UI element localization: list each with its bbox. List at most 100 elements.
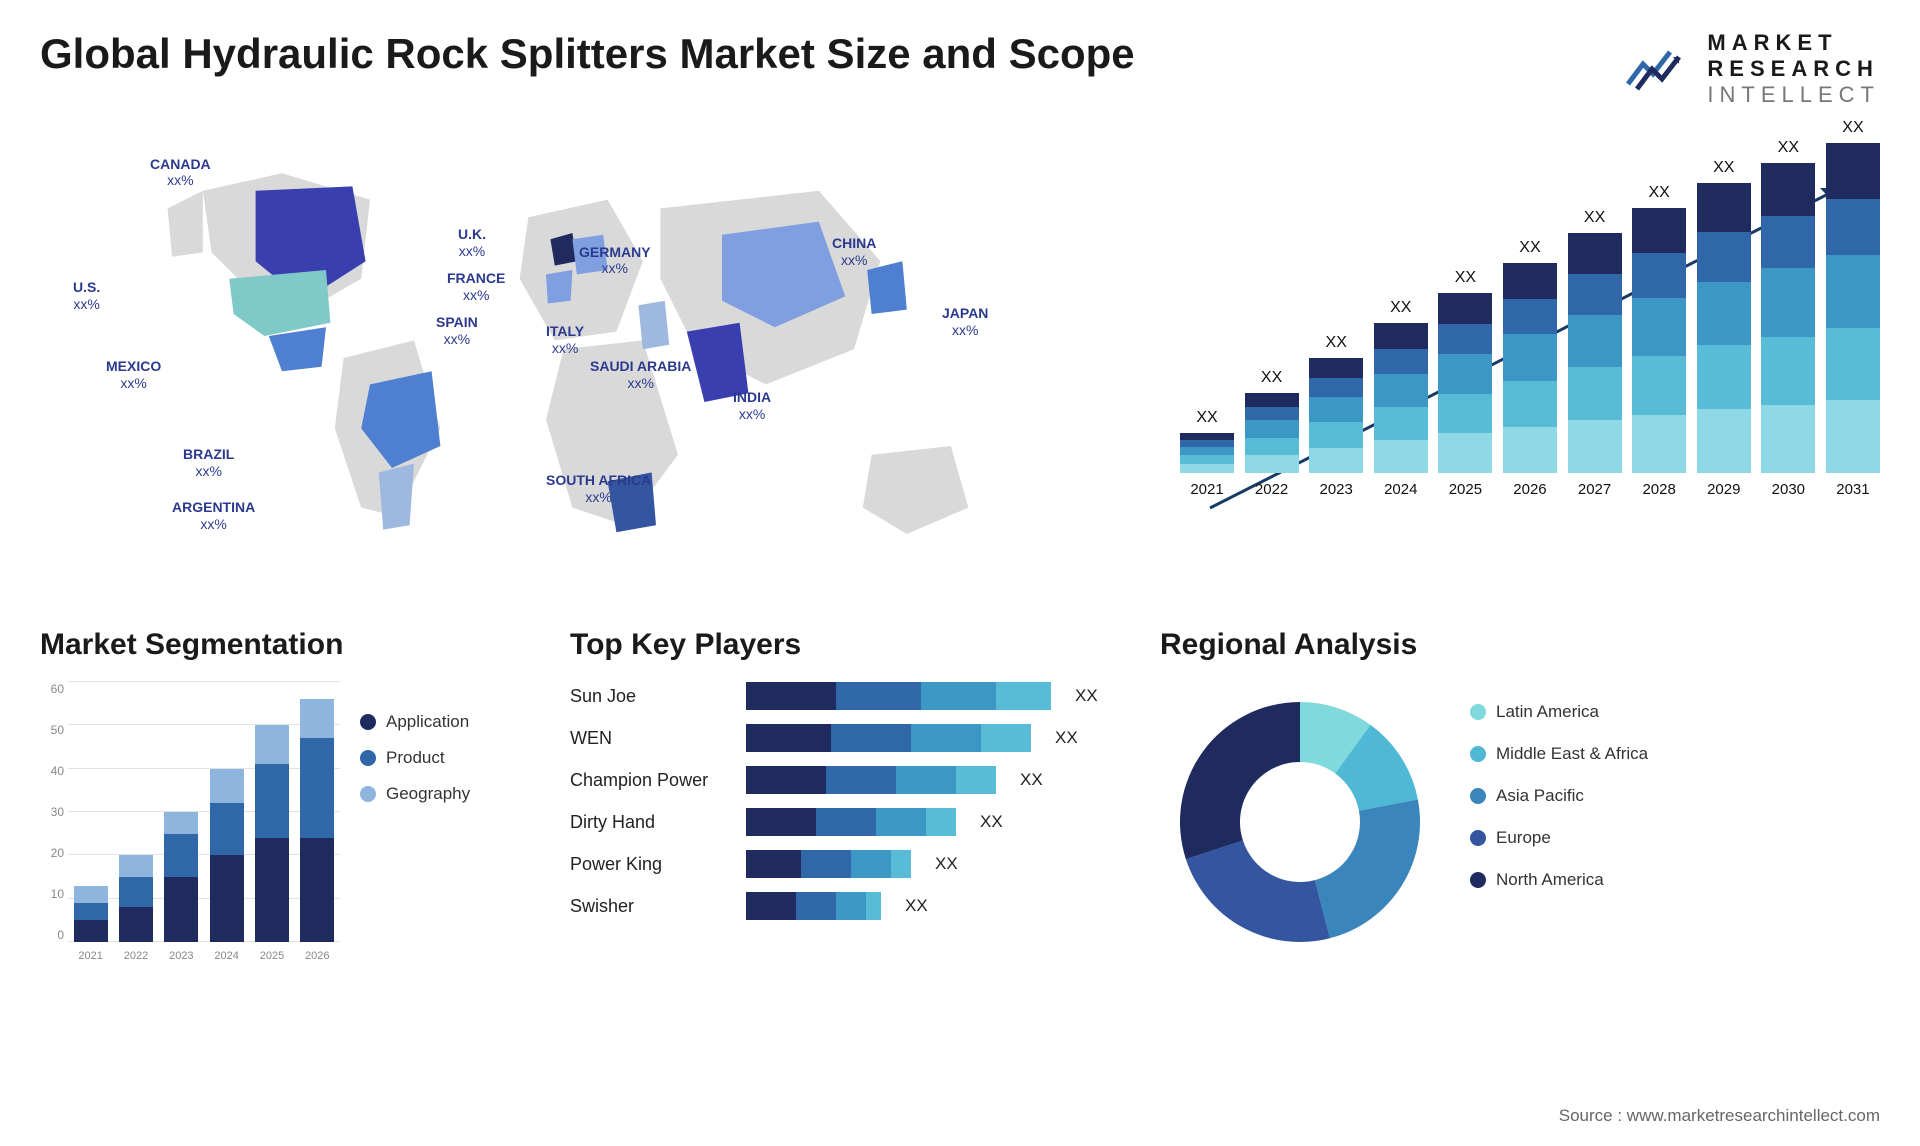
- segmentation-legend: Application Product Geography: [360, 682, 470, 962]
- bar-year: 2028: [1642, 481, 1675, 498]
- legend-item: Geography: [360, 784, 470, 804]
- segmentation-chart: 0102030405060 202120222023202420252026: [40, 682, 340, 962]
- map-label: INDIAxx%: [733, 389, 771, 423]
- legend-item: Application: [360, 712, 470, 732]
- growth-bar: XX 2027: [1568, 209, 1622, 498]
- seg-bar: [119, 855, 153, 942]
- bar-value: XX: [1778, 139, 1799, 157]
- seg-bar: [164, 812, 198, 942]
- map-label: GERMANYxx%: [579, 244, 651, 278]
- growth-bar: XX 2025: [1438, 269, 1492, 498]
- growth-bar: XX 2028: [1632, 184, 1686, 498]
- bar-year: 2025: [1449, 481, 1482, 498]
- player-name: Sun Joe: [570, 686, 730, 707]
- bar-year: 2026: [1513, 481, 1546, 498]
- player-row: Champion PowerXX: [570, 766, 1130, 794]
- bar-year: 2023: [1320, 481, 1353, 498]
- legend-item: Latin America: [1470, 702, 1648, 722]
- map-label: CANADAxx%: [150, 156, 211, 190]
- bar-year: 2024: [1384, 481, 1417, 498]
- seg-bar: [255, 725, 289, 942]
- map-label: BRAZILxx%: [183, 446, 234, 480]
- regional-panel: Regional Analysis Latin America Middle Ea…: [1160, 628, 1880, 962]
- bar-value: XX: [1196, 409, 1217, 427]
- seg-bar: [74, 886, 108, 942]
- growth-bar: XX 2024: [1374, 299, 1428, 498]
- bar-year: 2031: [1836, 481, 1869, 498]
- source-text: Source : www.marketresearchintellect.com: [1559, 1106, 1880, 1126]
- bar-value: XX: [1842, 119, 1863, 137]
- growth-bar: XX 2023: [1309, 334, 1363, 498]
- growth-bar-chart: XX 2021 XX 2022 XX 2023 XX 2024 XX 2025 XX 2026 XX 20…: [1180, 138, 1880, 578]
- bar-value: XX: [1326, 334, 1347, 352]
- player-value: XX: [980, 812, 1003, 832]
- player-name: Champion Power: [570, 770, 730, 791]
- map-label: U.S.xx%: [73, 279, 100, 313]
- logo-icon: [1625, 44, 1695, 94]
- bar-year: 2027: [1578, 481, 1611, 498]
- bar-year: 2029: [1707, 481, 1740, 498]
- map-label: SAUDI ARABIAxx%: [590, 358, 691, 392]
- regional-donut: [1160, 682, 1440, 962]
- seg-bar: [300, 699, 334, 942]
- player-row: Sun Joe XX: [570, 682, 1130, 710]
- bar-year: 2022: [1255, 481, 1288, 498]
- logo-text-3: INTELLECT: [1707, 82, 1880, 108]
- growth-bar: XX 2030: [1761, 139, 1815, 498]
- map-label: MEXICOxx%: [106, 358, 161, 392]
- players-title: Top Key Players: [570, 628, 1130, 662]
- map-label: CHINAxx%: [832, 235, 876, 269]
- seg-bar: [210, 769, 244, 942]
- growth-bar: XX 2022: [1245, 369, 1299, 498]
- map-label: SPAINxx%: [436, 314, 478, 348]
- map-label: ARGENTINAxx%: [172, 499, 255, 533]
- player-row: Dirty Hand XX: [570, 808, 1130, 836]
- page-title: Global Hydraulic Rock Splitters Market S…: [40, 30, 1135, 78]
- world-map: CANADAxx% U.S.xx% MEXICOxx% BRAZILxx% ARGENT…: [40, 138, 1140, 578]
- segmentation-title: Market Segmentation: [40, 628, 540, 662]
- player-name: Swisher: [570, 896, 730, 917]
- player-name: Dirty Hand: [570, 812, 730, 833]
- legend-item: North America: [1470, 870, 1648, 890]
- legend-item: Asia Pacific: [1470, 786, 1648, 806]
- growth-bar: XX 2029: [1697, 159, 1751, 498]
- growth-bar: XX 2026: [1503, 239, 1557, 498]
- player-row: Power King XX: [570, 850, 1130, 878]
- bar-value: XX: [1390, 299, 1411, 317]
- donut-slice: [1315, 800, 1420, 939]
- map-label: U.K.xx%: [458, 226, 486, 260]
- player-row: WEN XX: [570, 724, 1130, 752]
- segmentation-panel: Market Segmentation 0102030405060 202120…: [40, 628, 540, 962]
- player-value: XX: [1055, 728, 1078, 748]
- legend-item: Product: [360, 748, 470, 768]
- bar-value: XX: [1584, 209, 1605, 227]
- bar-year: 2030: [1772, 481, 1805, 498]
- logo-text-2: RESEARCH: [1707, 56, 1880, 82]
- map-label: SOUTH AFRICAxx%: [546, 472, 651, 506]
- regional-title: Regional Analysis: [1160, 628, 1880, 662]
- brand-logo: MARKET RESEARCH INTELLECT: [1625, 30, 1880, 108]
- player-value: XX: [905, 896, 928, 916]
- bar-year: 2021: [1190, 481, 1223, 498]
- donut-slice: [1180, 702, 1300, 859]
- map-label: JAPANxx%: [942, 305, 988, 339]
- bar-value: XX: [1648, 184, 1669, 202]
- player-value: XX: [935, 854, 958, 874]
- player-name: WEN: [570, 728, 730, 749]
- map-label: FRANCExx%: [447, 270, 505, 304]
- bar-value: XX: [1261, 369, 1282, 387]
- regional-legend: Latin America Middle East & Africa Asia Pa…: [1470, 682, 1648, 890]
- player-value: XX: [1075, 686, 1098, 706]
- players-panel: Top Key Players Sun Joe XX WEN XX Champion P…: [570, 628, 1130, 962]
- player-row: Swisher XX: [570, 892, 1130, 920]
- map-label: ITALYxx%: [546, 323, 584, 357]
- growth-bar: XX 2021: [1180, 409, 1234, 498]
- donut-slice: [1186, 841, 1330, 942]
- legend-item: Europe: [1470, 828, 1648, 848]
- player-name: Power King: [570, 854, 730, 875]
- legend-item: Middle East & Africa: [1470, 744, 1648, 764]
- bar-value: XX: [1519, 239, 1540, 257]
- bar-value: XX: [1713, 159, 1734, 177]
- growth-bar: XX 2031: [1826, 119, 1880, 498]
- bar-value: XX: [1455, 269, 1476, 287]
